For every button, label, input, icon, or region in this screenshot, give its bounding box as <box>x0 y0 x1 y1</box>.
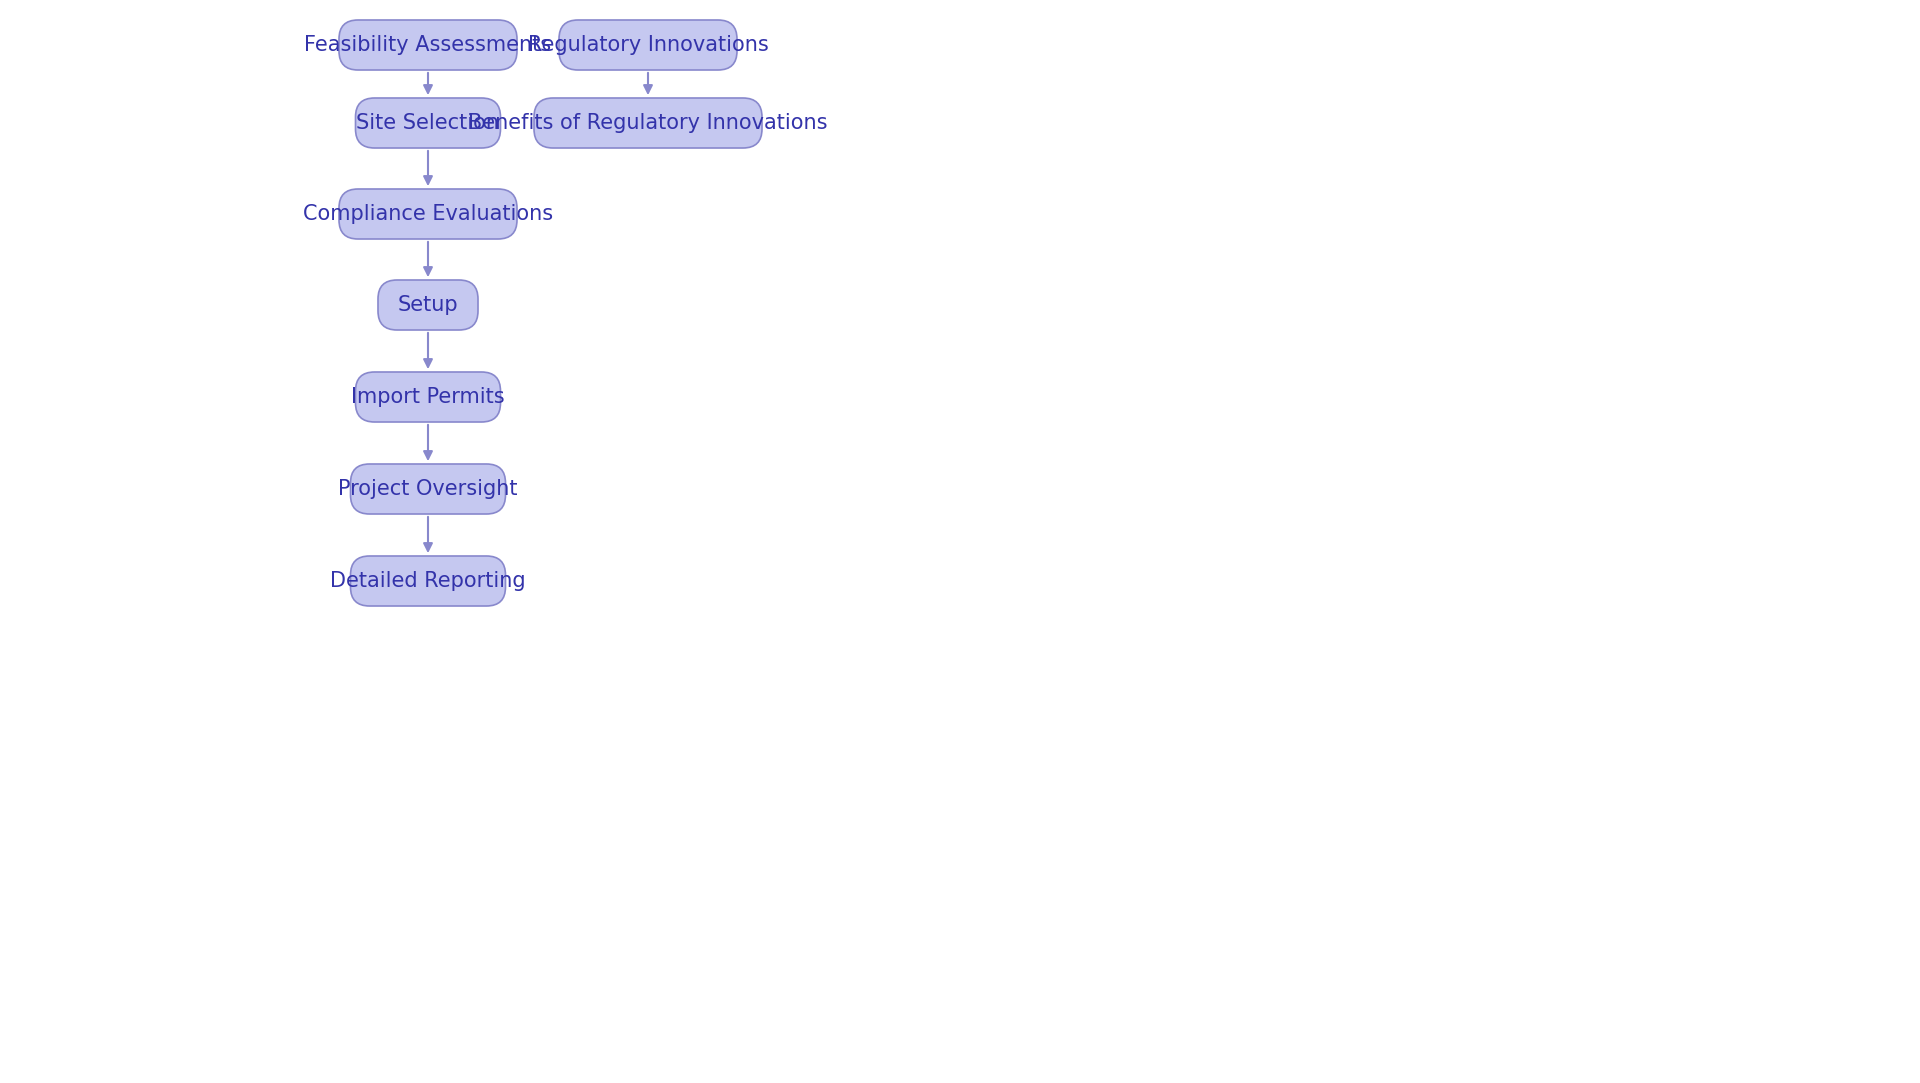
FancyBboxPatch shape <box>355 371 501 422</box>
FancyBboxPatch shape <box>559 19 737 70</box>
Text: Regulatory Innovations: Regulatory Innovations <box>528 35 768 55</box>
Text: Benefits of Regulatory Innovations: Benefits of Regulatory Innovations <box>468 113 828 133</box>
FancyBboxPatch shape <box>351 556 505 606</box>
FancyBboxPatch shape <box>355 97 501 148</box>
Text: Setup: Setup <box>397 295 459 315</box>
Text: Feasibility Assessments: Feasibility Assessments <box>305 35 551 55</box>
Text: Detailed Reporting: Detailed Reporting <box>330 571 526 591</box>
Text: Site Selection: Site Selection <box>357 113 499 133</box>
FancyBboxPatch shape <box>534 97 762 148</box>
FancyBboxPatch shape <box>378 280 478 330</box>
Text: Compliance Evaluations: Compliance Evaluations <box>303 204 553 224</box>
FancyBboxPatch shape <box>340 190 516 239</box>
Text: Import Permits: Import Permits <box>351 387 505 407</box>
FancyBboxPatch shape <box>340 19 516 70</box>
FancyBboxPatch shape <box>351 464 505 514</box>
Text: Project Oversight: Project Oversight <box>338 479 518 499</box>
